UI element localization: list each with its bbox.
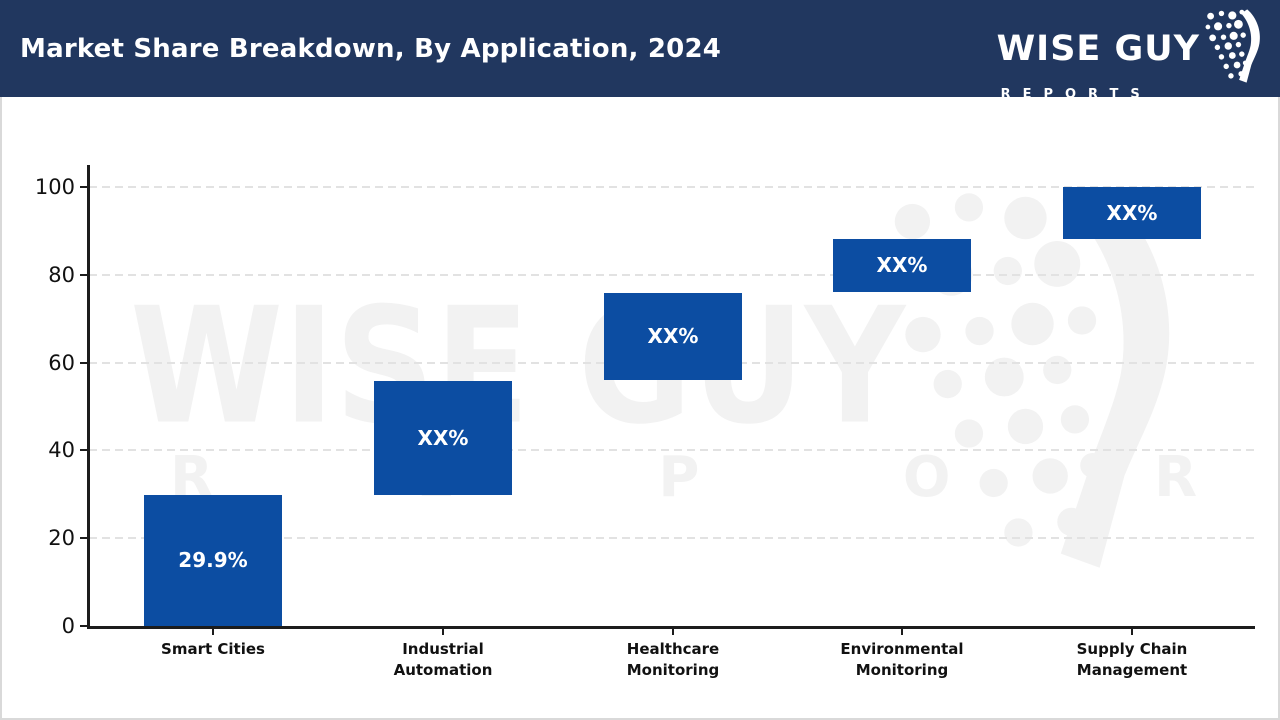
y-tick-mark bbox=[80, 361, 89, 364]
y-tick-mark bbox=[80, 625, 89, 627]
y-tick-label: 60 bbox=[48, 350, 75, 375]
x-tick-mark bbox=[1131, 628, 1133, 635]
header-bar: Market Share Breakdown, By Application, … bbox=[0, 0, 1280, 102]
grid-line bbox=[89, 185, 1255, 188]
wise-guy-logo: WISE GUY REPORTS bbox=[996, 9, 1264, 102]
x-axis-line bbox=[87, 626, 1255, 629]
y-axis-line bbox=[87, 165, 90, 628]
logo-row: WISE GUY bbox=[996, 9, 1264, 84]
logo-dot-face-icon bbox=[1205, 9, 1260, 83]
chart-canvas: WISE GUY R E P O R T S 02040608010029.9%… bbox=[0, 97, 1280, 720]
x-tick-label: Industrial Automation bbox=[393, 640, 493, 679]
grid-line bbox=[89, 273, 1255, 276]
x-tick-mark bbox=[901, 628, 903, 635]
x-tick-label: Supply Chain Management bbox=[1076, 640, 1188, 679]
y-tick-mark bbox=[80, 449, 89, 452]
y-tick-label: 100 bbox=[34, 174, 75, 199]
x-tick-mark bbox=[442, 628, 444, 635]
y-tick-mark bbox=[80, 185, 89, 188]
y-tick-label: 80 bbox=[48, 262, 75, 287]
bar: XX% bbox=[374, 381, 512, 495]
bar: 29.9% bbox=[144, 494, 282, 626]
x-tick-label: Smart Cities bbox=[161, 640, 265, 658]
bar-value-label: 29.9% bbox=[178, 548, 248, 573]
watermark-wordmark: WISE GUY bbox=[130, 273, 906, 460]
x-tick-mark bbox=[672, 628, 674, 635]
bar-value-label: XX% bbox=[876, 253, 928, 278]
grid-line bbox=[89, 537, 1255, 540]
x-tick-label: Healthcare Monitoring bbox=[626, 640, 720, 679]
bar-value-label: XX% bbox=[417, 425, 469, 450]
x-tick-label: Environmental Monitoring bbox=[840, 640, 964, 679]
bar-value-label: XX% bbox=[1106, 200, 1158, 225]
x-tick-mark bbox=[212, 628, 214, 635]
y-tick-mark bbox=[80, 273, 89, 276]
plot-area: 0 20 40 60 80 100 29.9% Smart Cities XX% Industri… bbox=[2, 97, 1278, 718]
y-tick-label: 20 bbox=[48, 526, 75, 551]
bar: XX% bbox=[1063, 186, 1201, 239]
bar: XX% bbox=[833, 238, 971, 292]
y-tick-label: 0 bbox=[61, 614, 75, 638]
logo-wordmark: WISE GUY bbox=[996, 28, 1200, 69]
bar-value-label: XX% bbox=[647, 324, 699, 349]
bar: XX% bbox=[604, 292, 742, 381]
y-tick-label: 40 bbox=[48, 438, 75, 463]
page-title: Market Share Breakdown, By Application, … bbox=[20, 33, 722, 64]
grid-line bbox=[89, 449, 1255, 452]
y-tick-mark bbox=[80, 537, 89, 540]
